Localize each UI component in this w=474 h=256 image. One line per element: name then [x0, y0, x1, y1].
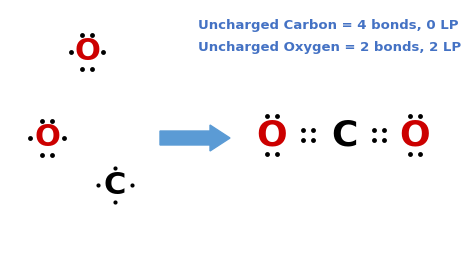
Text: O: O: [400, 118, 430, 152]
Text: Uncharged Carbon = 4 bonds, 0 LP: Uncharged Carbon = 4 bonds, 0 LP: [198, 18, 458, 31]
Text: C: C: [104, 170, 126, 199]
Text: C: C: [331, 118, 357, 152]
Text: O: O: [256, 118, 287, 152]
Text: O: O: [34, 123, 60, 153]
FancyArrow shape: [160, 125, 230, 151]
Text: Uncharged Oxygen = 2 bonds, 2 LP: Uncharged Oxygen = 2 bonds, 2 LP: [198, 41, 461, 55]
Text: O: O: [74, 37, 100, 67]
